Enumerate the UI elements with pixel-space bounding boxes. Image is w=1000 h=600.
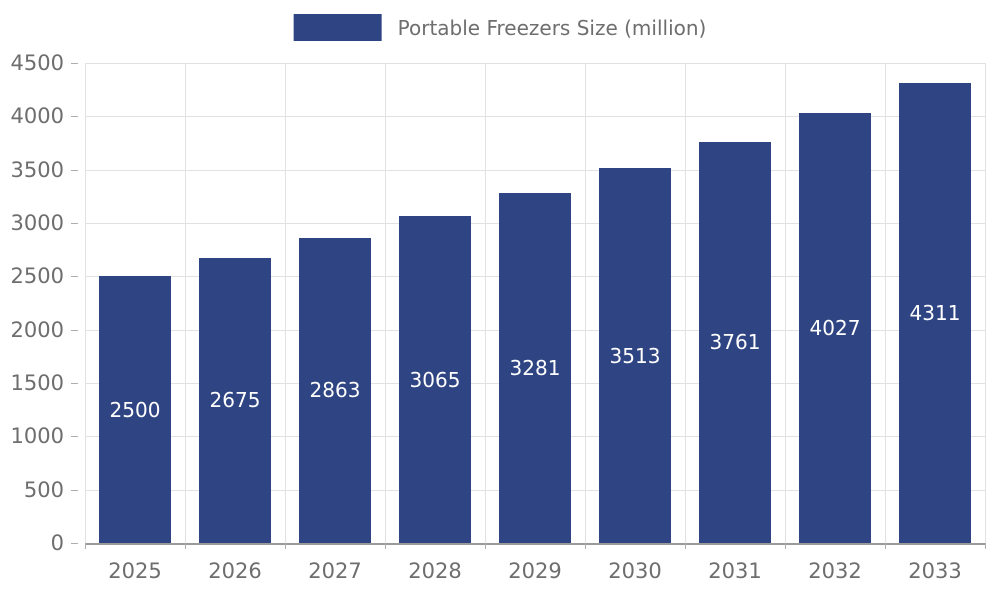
bar: 4027 bbox=[799, 113, 871, 543]
y-axis-tick-mark bbox=[71, 276, 78, 278]
gridline-vertical bbox=[85, 63, 86, 543]
y-axis-tick-mark bbox=[71, 489, 78, 491]
x-axis-line bbox=[85, 543, 985, 545]
x-axis-tick-mark bbox=[684, 543, 686, 549]
y-axis-tick-label: 500 bbox=[23, 477, 64, 502]
gridline-vertical bbox=[885, 63, 886, 543]
x-axis-tick-mark bbox=[885, 543, 886, 549]
gridline-vertical bbox=[684, 63, 686, 543]
y-axis-tick-label: 3500 bbox=[10, 157, 64, 182]
y-axis-tick-mark bbox=[71, 222, 78, 224]
legend-swatch bbox=[293, 14, 382, 41]
bar: 2675 bbox=[199, 257, 271, 543]
y-axis-tick-mark bbox=[71, 116, 78, 118]
gridline-vertical bbox=[384, 63, 386, 543]
y-axis-tick-label: 1500 bbox=[10, 370, 64, 395]
x-axis-tick-label: 2026 bbox=[208, 559, 262, 583]
bar: 3281 bbox=[499, 193, 571, 543]
x-axis-tick-mark bbox=[785, 543, 786, 549]
y-axis-tick-label: 4500 bbox=[10, 51, 64, 75]
bar: 2863 bbox=[299, 237, 371, 543]
gridline-horizontal bbox=[85, 169, 985, 171]
y-axis-tick-label: 0 bbox=[50, 531, 64, 555]
bar: 4311 bbox=[899, 83, 971, 543]
x-axis-tick-label: 2030 bbox=[608, 559, 662, 583]
gridline-vertical bbox=[985, 63, 986, 543]
bar: 3761 bbox=[699, 141, 771, 543]
bar-value-label: 3513 bbox=[609, 343, 661, 368]
y-axis-tick-mark bbox=[71, 436, 78, 438]
bar-value-label: 4027 bbox=[809, 316, 861, 341]
x-axis-tick-label: 2029 bbox=[508, 559, 562, 583]
gridline-vertical bbox=[785, 63, 786, 543]
x-axis: 2025 2026 2027 2028 2029 2030 2031 2032 2033 bbox=[85, 543, 986, 593]
x-axis-tick-mark bbox=[285, 543, 286, 549]
x-axis-tick-mark bbox=[384, 543, 386, 549]
x-axis-tick-mark bbox=[485, 543, 486, 549]
y-axis-tick-label: 3000 bbox=[10, 210, 64, 235]
gridline-vertical bbox=[285, 63, 286, 543]
y-axis-tick-mark bbox=[71, 63, 78, 64]
bar-value-label: 3065 bbox=[409, 367, 461, 392]
x-axis-tick-label: 2032 bbox=[808, 559, 862, 583]
x-axis-tick-label: 2025 bbox=[108, 559, 162, 583]
x-axis-tick-label: 2031 bbox=[708, 559, 762, 583]
bar: 3065 bbox=[399, 216, 471, 543]
bar: 3513 bbox=[599, 168, 671, 543]
gridline-horizontal bbox=[85, 116, 985, 118]
bar-value-label: 3281 bbox=[509, 356, 561, 381]
y-axis-tick-mark bbox=[71, 329, 78, 331]
x-axis-tick-label: 2027 bbox=[308, 559, 362, 583]
gridline-vertical bbox=[485, 63, 486, 543]
y-axis: 0 500 1000 1500 2000 2500 3000 3500 4000 4500 bbox=[0, 51, 78, 555]
bar: 2500 bbox=[98, 276, 171, 543]
gridline-vertical bbox=[185, 63, 186, 543]
y-axis-tick-label: 2000 bbox=[10, 317, 64, 342]
bar-value-label: 3761 bbox=[709, 330, 761, 355]
legend: Portable Freezers Size (million) bbox=[293, 14, 707, 41]
y-axis-tick-label: 4000 bbox=[10, 104, 64, 129]
plot-area: 2500 2675 2863 3065 3281 3513 3761 4027 4311 bbox=[85, 63, 986, 544]
y-axis-tick-mark bbox=[71, 543, 78, 544]
x-axis-tick-label: 2033 bbox=[908, 559, 962, 583]
gridline-vertical bbox=[585, 63, 586, 543]
gridline-horizontal bbox=[85, 63, 985, 64]
bar-value-label: 4311 bbox=[909, 301, 961, 326]
bar-value-label: 2863 bbox=[309, 378, 361, 403]
x-axis-tick-mark bbox=[985, 543, 986, 549]
x-axis-tick-mark bbox=[85, 543, 86, 549]
legend-label: Portable Freezers Size (million) bbox=[397, 15, 707, 40]
bar-value-label: 2675 bbox=[209, 388, 261, 413]
y-axis-tick-label: 2500 bbox=[10, 264, 64, 289]
bar-value-label: 2500 bbox=[109, 397, 161, 422]
x-axis-tick-label: 2028 bbox=[408, 559, 462, 583]
y-axis-tick-mark bbox=[71, 382, 78, 384]
y-axis-tick-label: 1000 bbox=[10, 424, 64, 449]
y-axis-tick-mark bbox=[71, 169, 78, 171]
x-axis-tick-mark bbox=[585, 543, 586, 549]
x-axis-tick-mark bbox=[185, 543, 186, 549]
